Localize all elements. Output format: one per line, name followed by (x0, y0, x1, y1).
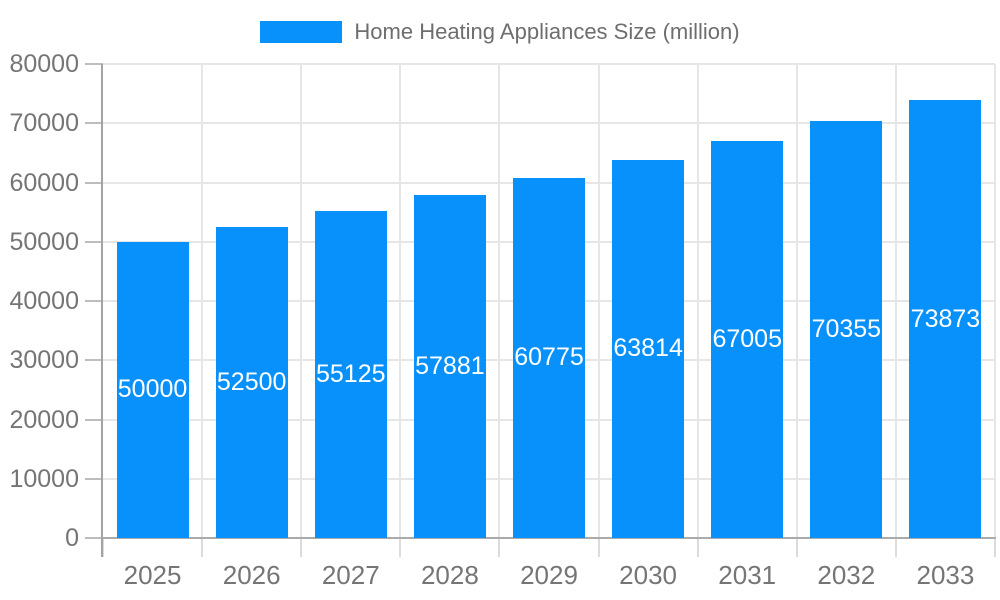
bar[interactable]: 60775 (513, 177, 585, 538)
legend-swatch (260, 21, 343, 43)
x-axis-tick (894, 538, 897, 557)
x-axis-label: 2025 (123, 560, 182, 590)
x-axis-tick (795, 538, 798, 557)
y-axis-label: 70000 (9, 109, 79, 138)
gridline-horizontal (103, 122, 995, 125)
y-axis-tick (85, 181, 103, 184)
y-axis-label: 60000 (9, 168, 79, 197)
bar-value-label: 55125 (316, 360, 386, 389)
legend-label: Home Heating Appliances Size (million) (354, 19, 740, 44)
x-axis-tick (201, 538, 204, 557)
y-axis-label: 30000 (9, 346, 79, 375)
bar[interactable]: 55125 (314, 211, 387, 538)
x-axis-tick (597, 538, 600, 557)
gridline-vertical (300, 64, 303, 538)
x-axis-label: 2032 (817, 560, 876, 590)
bar[interactable]: 50000 (116, 241, 189, 538)
bar-value-label: 52500 (216, 367, 287, 396)
x-axis-label: 2027 (321, 560, 380, 590)
y-axis-tick (85, 418, 103, 421)
x-axis-label: 2026 (222, 560, 281, 590)
bar-value-label: 60775 (514, 343, 584, 372)
x-axis-label: 2031 (718, 560, 777, 590)
gridline-vertical (994, 64, 996, 538)
gridline-horizontal (103, 63, 995, 65)
y-axis-tick (85, 300, 103, 302)
gridline-vertical (498, 64, 501, 538)
bar-value-label: 50000 (117, 375, 188, 404)
gridline-vertical (399, 64, 402, 538)
y-axis-label: 10000 (9, 464, 79, 493)
bar[interactable]: 70355 (810, 121, 883, 538)
bar[interactable]: 73873 (909, 100, 982, 538)
bar-value-label: 57881 (415, 352, 485, 381)
x-axis-tick (994, 538, 996, 557)
x-axis-label: 2028 (420, 560, 479, 590)
x-axis-tick (498, 538, 501, 557)
y-axis-label: 40000 (9, 287, 79, 315)
gridline-vertical (894, 64, 897, 538)
y-axis-tick (85, 477, 103, 480)
gridline-vertical (597, 64, 600, 538)
bar-value-label: 67005 (712, 324, 782, 353)
x-axis-tick (102, 538, 104, 557)
gridline-vertical (201, 64, 204, 538)
y-axis-tick (85, 537, 103, 539)
x-axis-tick (399, 538, 402, 557)
y-axis-line (101, 64, 103, 557)
y-axis-label: 0 (65, 524, 79, 552)
x-axis-label: 2033 (916, 560, 975, 590)
bar-value-label: 73873 (910, 304, 981, 333)
y-axis-label: 50000 (9, 227, 79, 256)
y-axis-tick (85, 240, 103, 243)
y-axis-label: 20000 (9, 405, 79, 434)
y-axis-tick (85, 122, 103, 125)
x-axis-label: 2030 (619, 560, 678, 590)
x-axis-label: 2029 (520, 560, 578, 590)
bar[interactable]: 57881 (413, 195, 486, 538)
y-axis-tick (85, 359, 103, 362)
x-axis-tick (300, 538, 303, 557)
bar[interactable]: 67005 (711, 140, 784, 538)
x-axis-line (103, 537, 996, 539)
bar-value-label: 63814 (613, 334, 683, 363)
bar[interactable]: 52500 (215, 226, 288, 538)
y-axis-label: 80000 (9, 50, 79, 78)
y-axis-tick (85, 63, 103, 65)
bar[interactable]: 63814 (612, 159, 685, 538)
gridline-vertical (696, 64, 699, 538)
chart-legend[interactable]: Home Heating Appliances Size (million) (0, 18, 1000, 46)
x-axis-tick (696, 538, 699, 557)
gridline-vertical (795, 64, 798, 538)
bar-value-label: 70355 (811, 315, 882, 344)
